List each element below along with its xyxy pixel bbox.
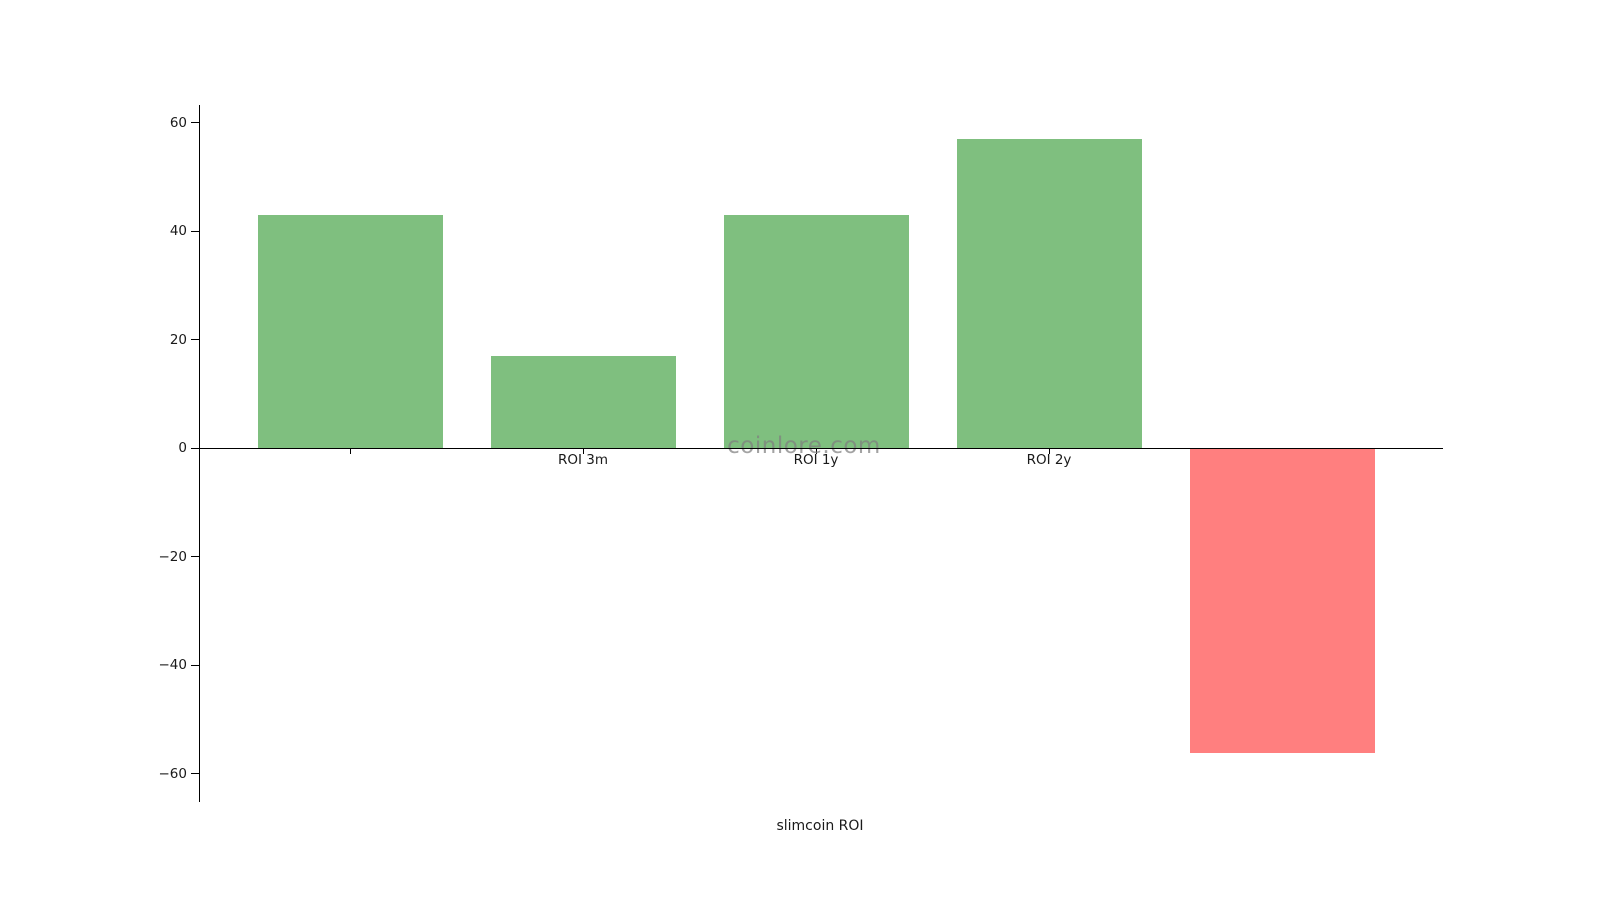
x-tick-mark	[815, 449, 817, 454]
x-tick-label: ROI 2y	[1026, 452, 1072, 468]
y-tick-label: 0	[178, 440, 187, 456]
x-tick-mark	[582, 449, 584, 454]
y-tick-label: −60	[158, 765, 188, 782]
y-tick-label: 20	[169, 331, 187, 348]
y-tick-label: 40	[169, 223, 187, 239]
y-tick-mark	[191, 230, 199, 232]
y-tick-label: 60	[169, 114, 187, 131]
bar-positive	[490, 355, 676, 448]
x-axis-line	[199, 448, 1443, 450]
x-tick-mark	[1048, 449, 1050, 454]
x-tick-label: ROI 1y	[793, 452, 839, 468]
bar-positive	[956, 138, 1142, 448]
y-tick-mark	[191, 773, 199, 775]
x-tick-label: ROI 3m	[557, 452, 609, 468]
y-tick-mark	[191, 122, 199, 124]
y-tick-label: −40	[158, 657, 188, 673]
x-tick-mark	[349, 449, 351, 454]
chart-title: slimcoin ROI	[776, 818, 864, 834]
watermark: coinlore.com	[727, 433, 881, 459]
y-tick-mark	[191, 664, 199, 666]
y-tick-mark	[191, 339, 199, 341]
bar-positive	[723, 214, 909, 448]
y-tick-mark	[191, 447, 199, 449]
y-tick-label: −20	[158, 548, 188, 565]
y-axis-line	[199, 105, 201, 802]
bar-negative	[1189, 449, 1375, 753]
bar-positive	[257, 214, 443, 448]
y-tick-mark	[191, 556, 199, 558]
